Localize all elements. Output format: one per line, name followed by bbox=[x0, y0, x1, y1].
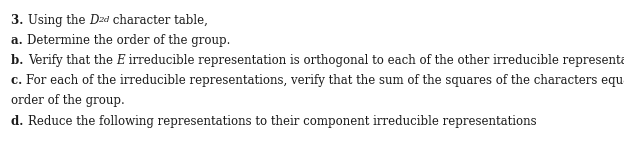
Text: irreducible representation is orthogonal to each of the other irreducible repres: irreducible representation is orthogonal… bbox=[125, 54, 624, 67]
Text: Reduce the following representations to their component irreducible representati: Reduce the following representations to … bbox=[27, 115, 536, 128]
Text: character table,: character table, bbox=[109, 14, 208, 27]
Text: For each of the irreducible representations, verify that the sum of the squares : For each of the irreducible representati… bbox=[26, 74, 624, 87]
Text: d.: d. bbox=[11, 115, 27, 128]
Text: d: d bbox=[104, 16, 109, 24]
Text: c.: c. bbox=[11, 74, 26, 87]
Text: Using the: Using the bbox=[27, 14, 89, 27]
Text: Determine the order of the group.: Determine the order of the group. bbox=[27, 34, 230, 47]
Text: b.: b. bbox=[11, 54, 27, 67]
Text: 3.: 3. bbox=[11, 14, 27, 27]
Text: order of the group.: order of the group. bbox=[11, 95, 125, 107]
Text: 2: 2 bbox=[98, 16, 104, 24]
Text: a.: a. bbox=[11, 34, 27, 47]
Text: E: E bbox=[116, 54, 125, 67]
Text: Verify that the: Verify that the bbox=[27, 54, 116, 67]
Text: D: D bbox=[89, 14, 98, 27]
